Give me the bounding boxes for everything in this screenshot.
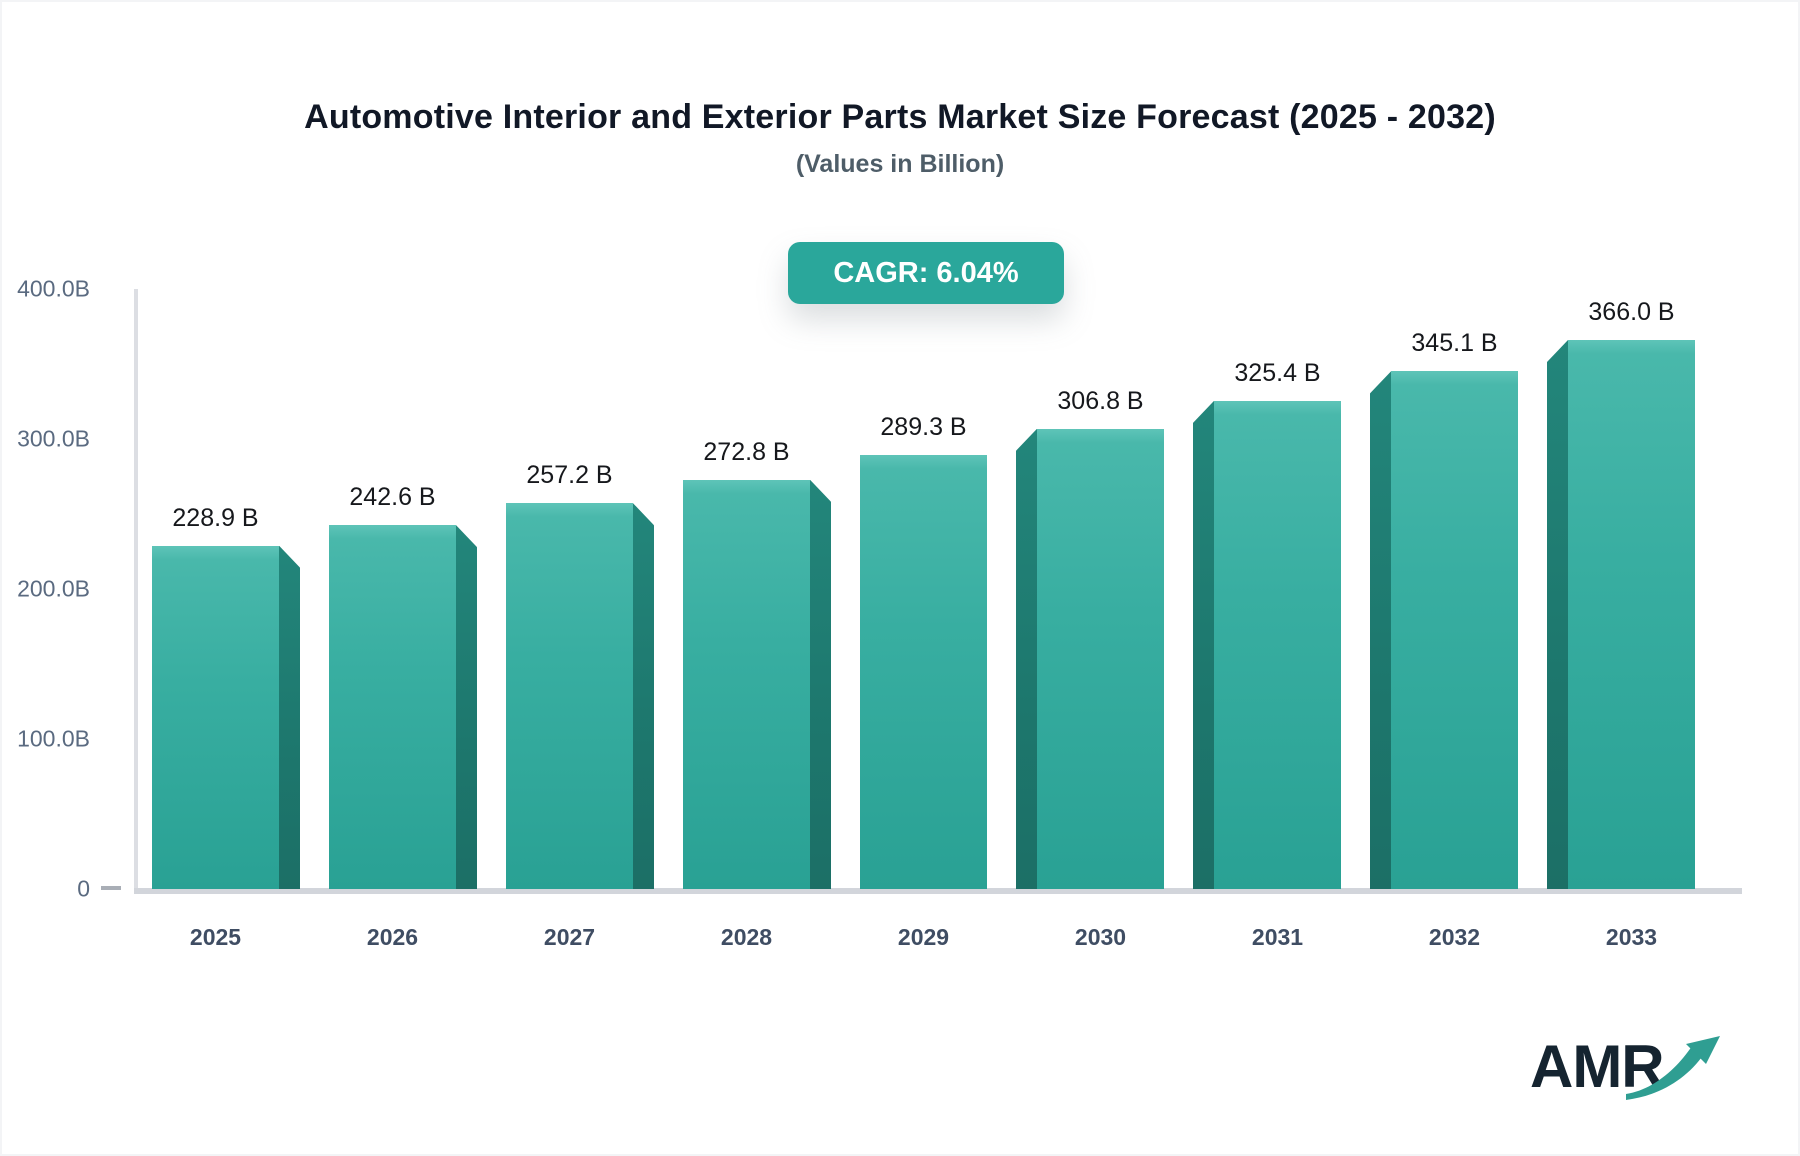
bar-side-face <box>1193 400 1214 889</box>
x-tick-label: 2033 <box>1605 924 1658 950</box>
x-tick-label: 2029 <box>897 924 950 950</box>
bar-2027 <box>506 503 633 889</box>
cagr-badge: CAGR: 6.04% <box>788 242 1064 304</box>
bar-side-face <box>1016 428 1037 889</box>
x-tick-label: 2030 <box>1074 924 1127 950</box>
bar-side-face <box>810 479 831 889</box>
x-tick-label: 2032 <box>1428 924 1481 950</box>
page-title: Automotive Interior and Exterior Parts M… <box>304 98 1496 136</box>
bar-value-label: 366.0 B <box>1588 298 1675 326</box>
bar-2026 <box>329 525 456 889</box>
cagr-badge-label: CAGR: 6.04% <box>833 256 1019 289</box>
bar-2025 <box>152 545 279 889</box>
bar-side-face <box>1370 371 1391 889</box>
x-tick-label: 2027 <box>543 924 596 950</box>
bar-side-face <box>279 545 300 889</box>
x-tick-label: 2026 <box>366 924 419 950</box>
x-tick-label: 2031 <box>1251 924 1304 950</box>
bar-value-label: 257.2 B <box>526 461 613 490</box>
bar-side-face <box>633 503 654 889</box>
x-axis-baseline <box>134 888 1742 894</box>
y-tick-label: 0 <box>77 875 90 902</box>
x-tick-label: 2025 <box>189 924 242 950</box>
bar-2031 <box>1214 400 1341 889</box>
bar-value-label: 306.8 B <box>1057 386 1144 415</box>
y-axis-line <box>134 289 138 892</box>
bar-2032 <box>1391 371 1518 889</box>
bar-side-face <box>1547 340 1568 889</box>
bar-value-label: 228.9 B <box>172 503 259 532</box>
bar-value-label: 345.1 B <box>1411 329 1498 358</box>
zero-tick-mark <box>101 886 121 890</box>
bar-value-label: 242.6 B <box>349 483 436 512</box>
bar-side-face <box>456 525 477 889</box>
y-tick-label: 300.0B <box>17 425 90 452</box>
chart-subtitle: (Values in Billion) <box>795 150 1005 178</box>
y-tick-label: 400.0B <box>17 275 90 302</box>
bar-2033 <box>1568 340 1695 889</box>
trend-up-arrow-icon <box>1626 1036 1720 1100</box>
bar-value-label: 272.8 B <box>703 437 790 466</box>
bar-value-label: 325.4 B <box>1234 358 1321 387</box>
amr-logo-text: AMR <box>1530 1033 1665 1100</box>
bar-value-label: 289.3 B <box>880 413 967 442</box>
bar-2028 <box>683 479 810 889</box>
amr-logo: AMR <box>1530 1032 1720 1112</box>
y-tick-label: 100.0B <box>17 725 90 752</box>
x-tick-label: 2028 <box>720 924 773 950</box>
y-tick-label: 200.0B <box>17 575 90 602</box>
bar-2029 <box>860 455 987 889</box>
bar-2030 <box>1037 428 1164 889</box>
